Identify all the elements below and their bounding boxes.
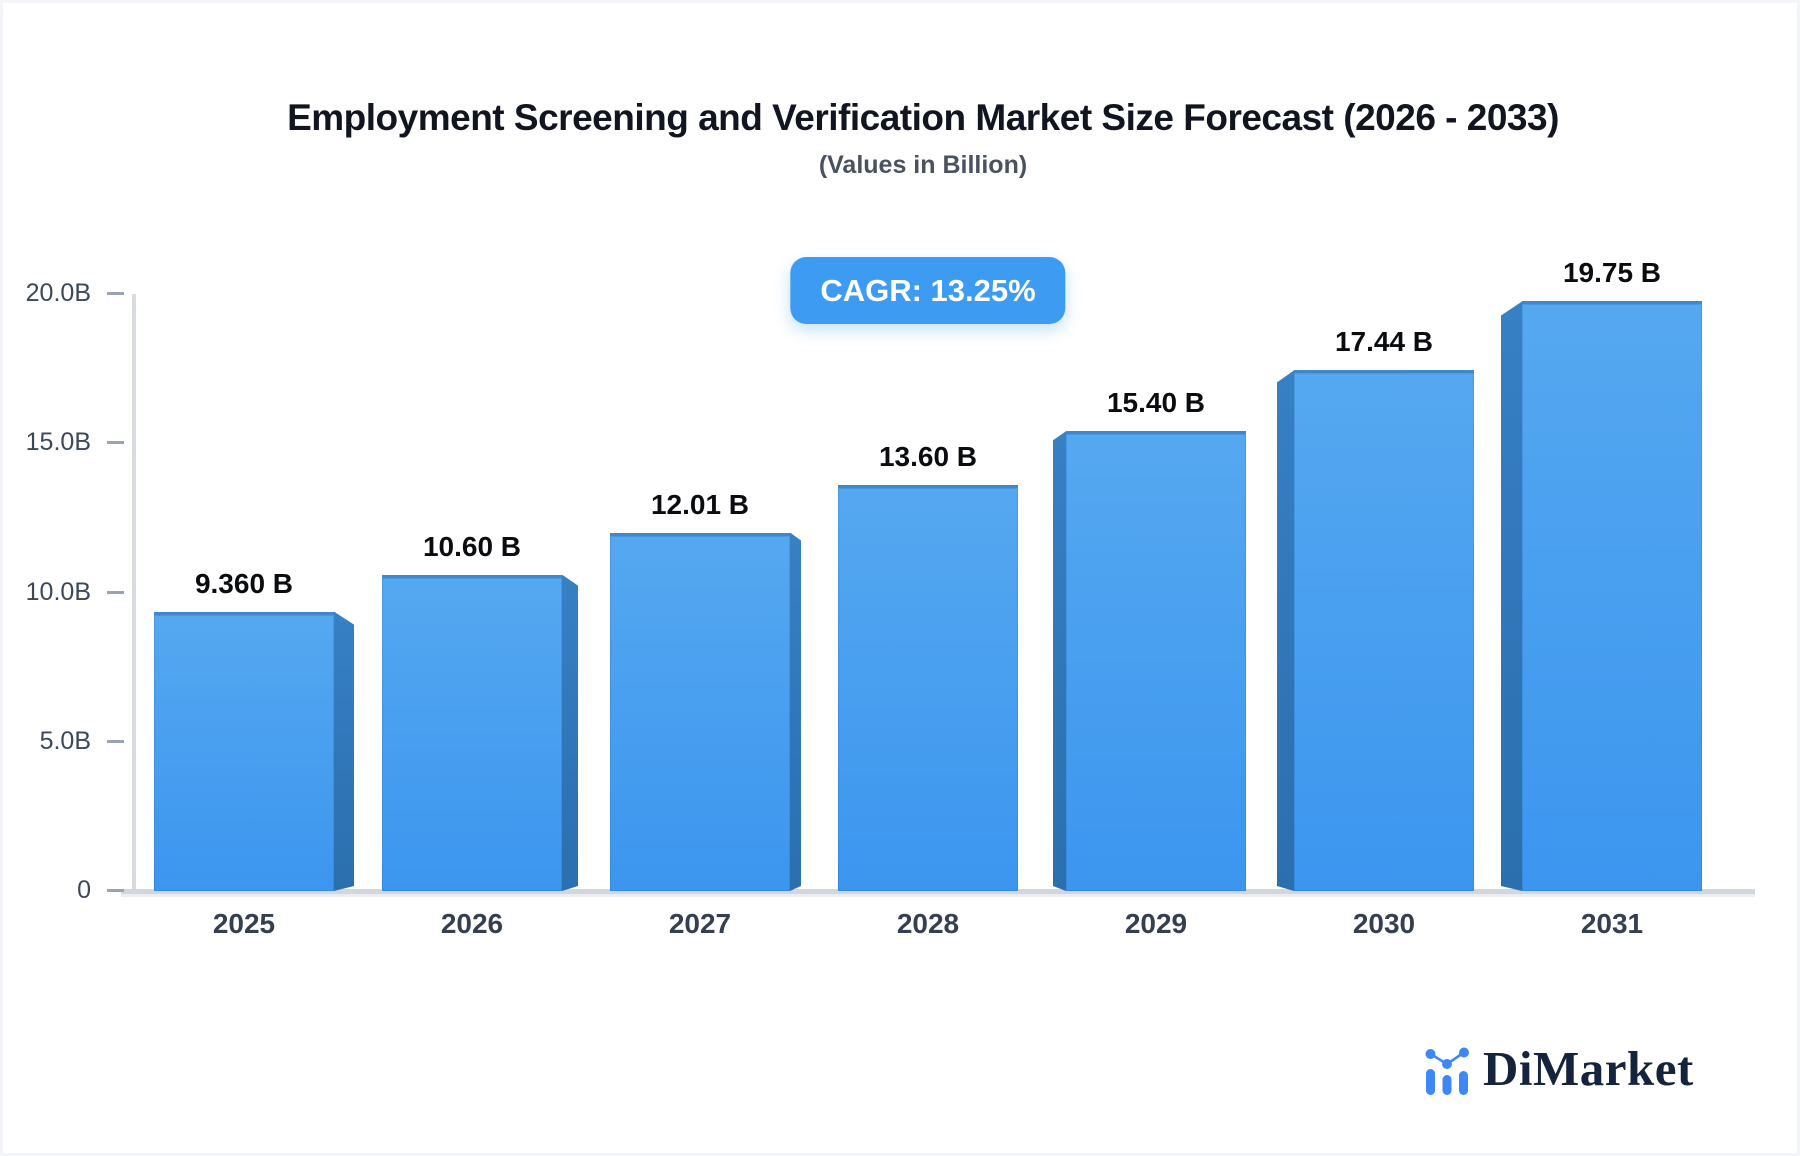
bar-2028 — [838, 485, 1018, 891]
x-axis-line — [121, 889, 1755, 894]
bar-side-2030 — [1277, 370, 1294, 891]
plot-area: 0 5.0B 10.0B 15.0B 20.0B 9.360 B 2025 10.60 B 20… — [3, 3, 1797, 1153]
bar-2026 — [382, 574, 562, 891]
dimarket-logo-icon — [1425, 1047, 1469, 1095]
y-axis-label: 15.0B — [25, 428, 91, 457]
bar-side-2026 — [562, 575, 578, 891]
bar-value-label: 13.60 B — [878, 441, 978, 473]
y-axis-label: 10.0B — [25, 577, 91, 606]
y-axis-label: 5.0B — [39, 726, 91, 755]
chart-subtitle: (Values in Billion) — [818, 151, 1028, 179]
x-axis-label: 2030 — [1352, 908, 1416, 939]
y-axis-tick — [107, 889, 124, 892]
bar-value-label: 19.75 B — [1562, 257, 1662, 289]
bar-2025 — [154, 611, 334, 891]
x-axis-label: 2029 — [1124, 908, 1188, 939]
x-axis-label: 2031 — [1580, 908, 1644, 939]
bar-value-label: 9.360 B — [194, 567, 294, 599]
x-axis-label: 2025 — [212, 908, 276, 939]
y-axis-tick — [107, 292, 124, 295]
bar-side-2027 — [790, 533, 801, 891]
bar-2027 — [610, 532, 790, 891]
brand-logo: DiMarket — [1424, 1043, 1694, 1095]
y-axis-label: 20.0B — [25, 279, 91, 307]
x-axis-label: 2027 — [668, 908, 732, 939]
cagr-badge: CAGR: 13.25% — [790, 257, 1066, 324]
chart-title: Employment Screening and Verification Ma… — [287, 97, 1559, 138]
bar-side-2029 — [1053, 431, 1066, 891]
bar-2029 — [1066, 431, 1246, 891]
bar-2031 — [1522, 301, 1702, 891]
y-axis-line — [132, 294, 136, 893]
bar-value-label: 15.40 B — [1106, 387, 1206, 419]
y-axis-label: 0 — [77, 876, 91, 904]
bar-value-label: 17.44 B — [1334, 326, 1434, 358]
bar-value-label: 10.60 B — [422, 530, 522, 562]
x-axis-label: 2026 — [440, 908, 504, 939]
y-axis-tick — [107, 441, 124, 445]
bar-value-label: 12.01 B — [650, 488, 750, 520]
bar-2030 — [1294, 370, 1474, 891]
y-axis-tick — [107, 739, 124, 743]
y-axis-tick — [107, 590, 124, 594]
x-axis-label: 2028 — [896, 908, 960, 939]
dimarket-logo-text: DiMarket — [1483, 1041, 1694, 1096]
bar-side-2025 — [334, 612, 354, 891]
bar-side-2031 — [1501, 301, 1522, 891]
